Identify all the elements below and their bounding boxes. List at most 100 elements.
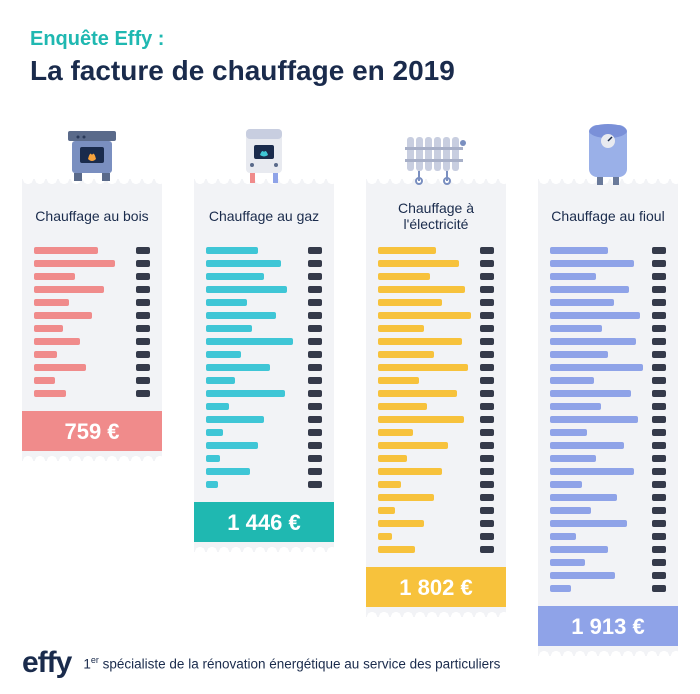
bar-right xyxy=(652,260,666,267)
bar-row xyxy=(550,481,666,488)
bar-right xyxy=(652,377,666,384)
bar-row xyxy=(206,247,322,254)
bar-left xyxy=(206,299,247,306)
bar-left xyxy=(550,273,596,280)
bar-left xyxy=(206,247,258,254)
bar-left xyxy=(378,390,457,397)
bar-left xyxy=(378,312,471,319)
bar-right xyxy=(652,390,666,397)
receipt: Chauffage au gaz1 446 € xyxy=(194,185,334,546)
bar-right xyxy=(308,455,322,462)
bar-right xyxy=(480,442,494,449)
bar-left xyxy=(550,403,601,410)
bar-right xyxy=(480,364,494,371)
bar-left xyxy=(550,312,640,319)
bar-row xyxy=(206,273,322,280)
bar-right xyxy=(480,299,494,306)
bar-row xyxy=(378,364,494,371)
bar-right xyxy=(480,481,494,488)
bar-right xyxy=(308,416,322,423)
bar-right xyxy=(652,455,666,462)
bar-right xyxy=(652,273,666,280)
bar-left xyxy=(34,299,69,306)
bar-list xyxy=(194,247,334,488)
footer: effy 1er spécialiste de la rénovation én… xyxy=(0,646,700,680)
bar-row xyxy=(550,494,666,501)
bar-row xyxy=(550,390,666,397)
bar-left xyxy=(550,260,634,267)
bar-row xyxy=(378,325,494,332)
category-label: Chauffage au gaz xyxy=(203,199,325,233)
bar-row xyxy=(550,416,666,423)
bar-right xyxy=(308,429,322,436)
bar-row xyxy=(378,507,494,514)
bar-right xyxy=(308,273,322,280)
bar-row xyxy=(550,325,666,332)
bar-right xyxy=(480,520,494,527)
bar-row xyxy=(206,312,322,319)
bar-left xyxy=(550,559,585,566)
bar-row xyxy=(34,377,150,384)
bar-row xyxy=(550,299,666,306)
bar-row xyxy=(550,442,666,449)
bar-row xyxy=(34,338,150,345)
effy-logo: effy xyxy=(22,646,71,680)
bar-left xyxy=(378,377,419,384)
bar-row xyxy=(378,494,494,501)
bar-left xyxy=(206,338,293,345)
bar-left xyxy=(378,403,427,410)
bar-right xyxy=(308,325,322,332)
bar-row xyxy=(378,377,494,384)
bar-left xyxy=(34,247,98,254)
bar-left xyxy=(378,299,442,306)
bar-row xyxy=(206,429,322,436)
bar-right xyxy=(136,325,150,332)
bar-right xyxy=(136,338,150,345)
bar-right xyxy=(652,520,666,527)
bar-left xyxy=(34,286,104,293)
category-label: Chauffage au fioul xyxy=(545,199,670,233)
bar-right xyxy=(652,338,666,345)
bar-row xyxy=(550,572,666,579)
bar-row xyxy=(206,455,322,462)
bar-right xyxy=(480,546,494,553)
receipt: Chauffage au fioul1 913 € xyxy=(538,185,678,650)
bar-right xyxy=(308,299,322,306)
bar-right xyxy=(136,299,150,306)
bar-row xyxy=(550,247,666,254)
bar-row xyxy=(206,468,322,475)
bar-row xyxy=(206,325,322,332)
bar-left xyxy=(34,377,55,384)
bar-row xyxy=(378,351,494,358)
bar-right xyxy=(136,260,150,267)
bar-right xyxy=(652,585,666,592)
bar-row xyxy=(378,546,494,553)
bar-right xyxy=(652,286,666,293)
bar-left xyxy=(206,481,218,488)
bar-right xyxy=(652,299,666,306)
bar-left xyxy=(378,338,462,345)
heating-icon xyxy=(236,117,292,187)
bar-row xyxy=(34,390,150,397)
bar-right xyxy=(308,390,322,397)
category-column: Chauffage à l'électricité1 802 € xyxy=(357,117,515,611)
heating-icon xyxy=(583,117,633,187)
bar-row xyxy=(378,520,494,527)
bar-row xyxy=(550,273,666,280)
bar-left xyxy=(34,312,92,319)
bar-left xyxy=(206,364,270,371)
bar-left xyxy=(550,286,629,293)
bar-row xyxy=(550,520,666,527)
bar-right xyxy=(480,273,494,280)
bar-row xyxy=(550,533,666,540)
bar-left xyxy=(378,351,434,358)
category-column: Chauffage au fioul1 913 € xyxy=(529,117,687,650)
bar-left xyxy=(550,351,608,358)
bar-right xyxy=(652,247,666,254)
category-label: Chauffage au bois xyxy=(29,199,154,233)
bar-row xyxy=(34,325,150,332)
bar-row xyxy=(206,403,322,410)
bar-row xyxy=(378,403,494,410)
category-column: Chauffage au gaz1 446 € xyxy=(185,117,343,546)
bar-left xyxy=(550,572,615,579)
